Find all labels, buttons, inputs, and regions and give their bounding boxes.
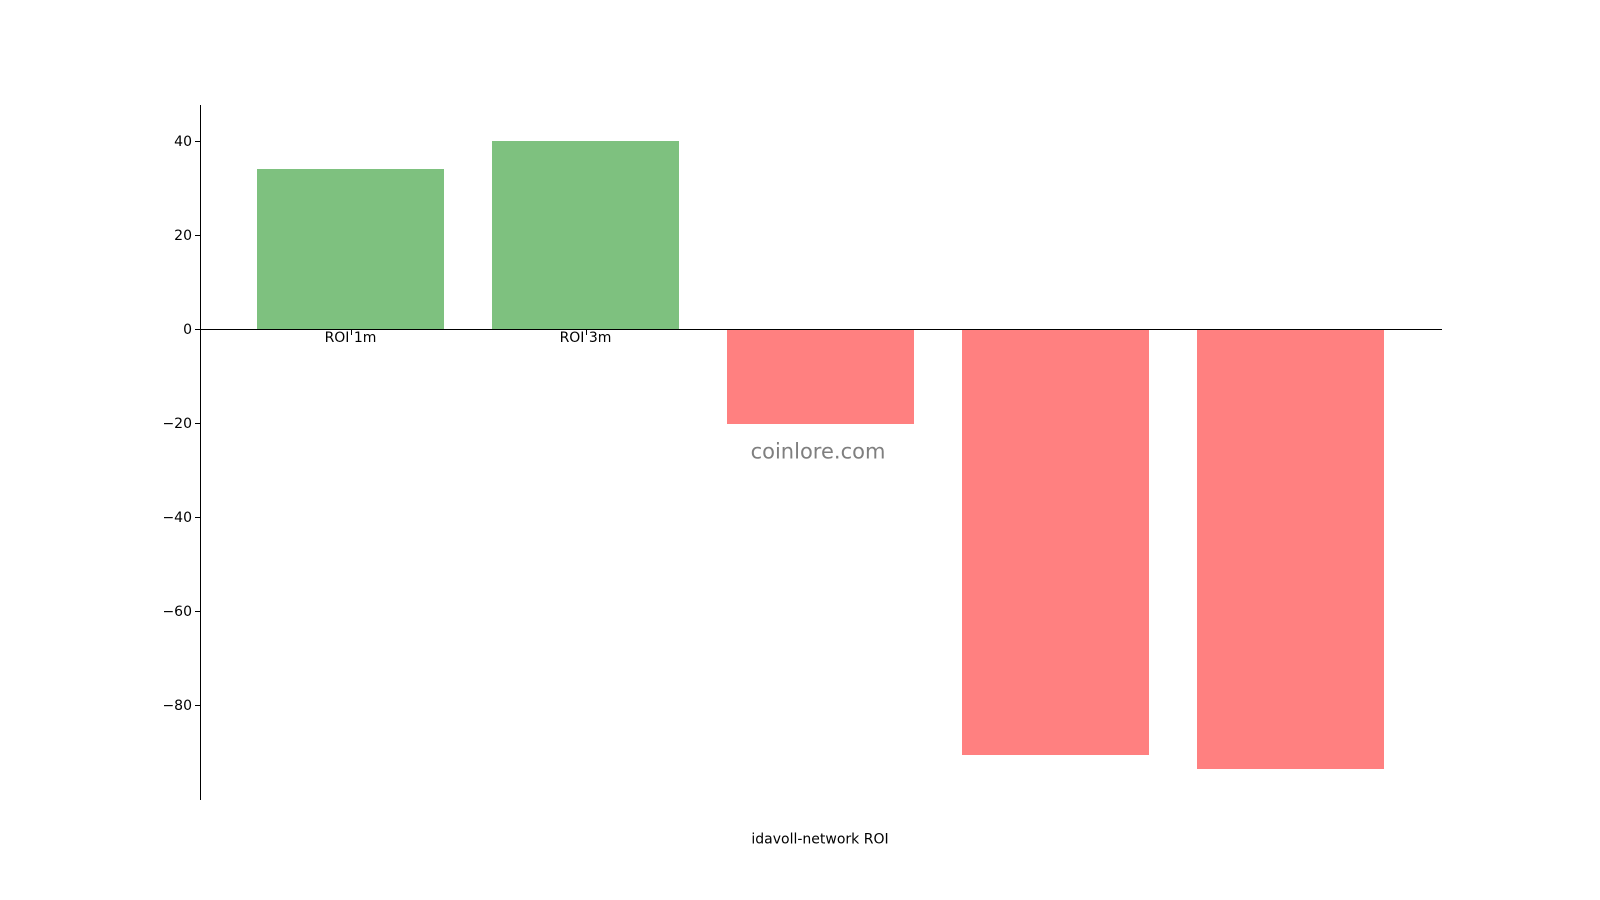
x-tick-label-roi-3m: ROI 3m (559, 330, 612, 346)
watermark: coinlore.com (750, 439, 886, 464)
y-tick-label: −60 (162, 603, 192, 620)
x-tick-label-roi-1m: ROI 1m (324, 330, 377, 346)
y-tick-mark (195, 141, 200, 143)
x-axis-zero-line (200, 329, 1442, 331)
y-tick-mark (195, 517, 200, 519)
y-tick-label: 0 (183, 321, 192, 338)
x-tick-mark (350, 330, 352, 336)
y-tick-label: −80 (162, 697, 192, 714)
y-axis-line (200, 105, 202, 800)
y-tick-mark (195, 705, 200, 707)
y-tick-mark (195, 329, 200, 331)
bar-bar-3 (727, 330, 914, 425)
bar-roi-1m (257, 169, 444, 329)
bar-bar-5 (1197, 330, 1384, 770)
y-tick-mark (195, 235, 200, 237)
y-tick-label: −20 (162, 415, 192, 432)
x-axis-title: idavoll-network ROI (751, 831, 889, 848)
x-tick-mark (585, 330, 587, 336)
y-tick-label: 40 (174, 133, 192, 150)
y-tick-mark (195, 611, 200, 613)
bar-bar-4 (962, 330, 1149, 756)
y-tick-mark (195, 423, 200, 425)
y-tick-label: 20 (174, 227, 192, 244)
bar-roi-3m (492, 141, 679, 329)
y-tick-label: −40 (162, 509, 192, 526)
